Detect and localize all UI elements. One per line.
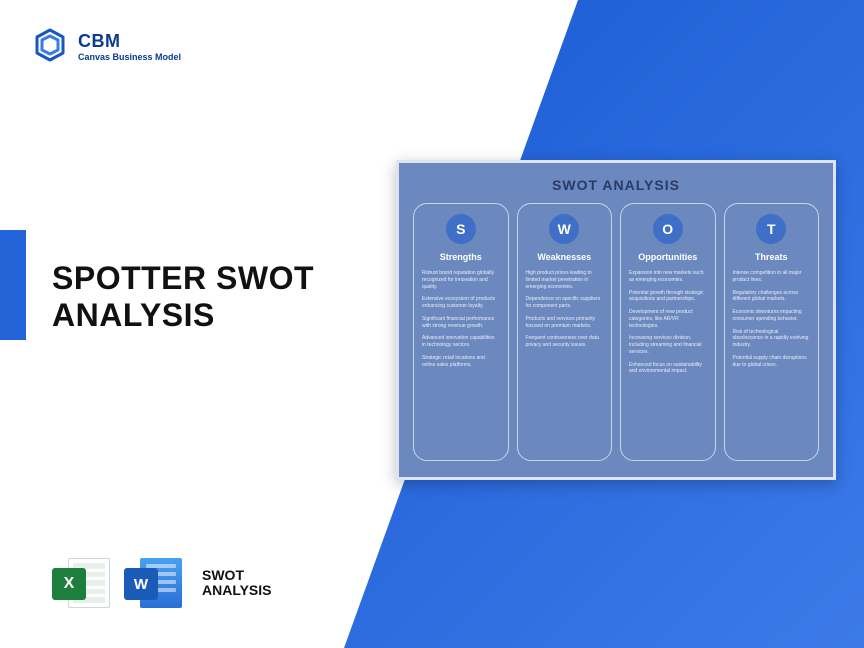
swot-item: Frequent controversies over data privacy… [526,335,604,349]
swot-heading-opportunities: Opportunities [638,252,697,262]
excel-icon: X [52,554,110,612]
cbm-logo-icon [32,28,68,64]
swot-item: Development of new product categories, l… [629,309,707,329]
swot-item: High product prices leading to limited m… [526,270,604,290]
swot-items-threats: Intense competition in all major product… [733,270,811,374]
word-icon: W [124,554,182,612]
page-title: SPOTTER SWOT ANALYSIS [52,260,314,334]
swot-item: Advanced innovation capabilities in tech… [422,335,500,349]
footer-label-line1: SWOT [202,568,272,583]
swot-heading-threats: Threats [755,252,788,262]
header: CBM Canvas Business Model [32,28,181,64]
swot-circle-o: O [653,214,683,244]
swot-item: Intense competition in all major product… [733,270,811,284]
swot-heading-weaknesses: Weaknesses [537,252,591,262]
swot-item: Increasing services division, including … [629,335,707,355]
swot-heading-strengths: Strengths [440,252,482,262]
swot-item: Dependence on specific suppliers for com… [526,296,604,310]
footer-label: SWOT ANALYSIS [202,568,272,599]
swot-circle-w: W [549,214,579,244]
swot-item: Extensive ecosystem of products enhancin… [422,296,500,310]
swot-item: Strategic retail locations and online sa… [422,355,500,369]
swot-col-opportunities: O Opportunities Expansion into new marke… [620,203,716,461]
brand-full-name: Canvas Business Model [78,52,181,62]
swot-item: Robust brand reputation globally recogni… [422,270,500,290]
swot-circle-t: T [756,214,786,244]
swot-item: Expansion into new markets such as emerg… [629,270,707,284]
swot-col-threats: T Threats Intense competition in all maj… [724,203,820,461]
accent-bar [0,230,26,340]
swot-col-strengths: S Strengths Robust brand reputation glob… [413,203,509,461]
swot-col-weaknesses: W Weaknesses High product prices leading… [517,203,613,461]
brand-acronym: CBM [78,31,181,52]
footer: X W SWOT ANALYSIS [52,554,272,612]
swot-items-opportunities: Expansion into new markets such as emerg… [629,270,707,381]
swot-items-strengths: Robust brand reputation globally recogni… [422,270,500,374]
swot-item: Enhanced focus on sustainability and env… [629,362,707,376]
swot-card-title: SWOT ANALYSIS [413,177,819,193]
title-line-2: ANALYSIS [52,297,314,334]
swot-analysis-card: SWOT ANALYSIS S Strengths Robust brand r… [396,160,836,480]
swot-item: Regulatory challenges across different g… [733,290,811,304]
title-line-1: SPOTTER SWOT [52,260,314,297]
swot-columns: S Strengths Robust brand reputation glob… [413,203,819,461]
logo-text: CBM Canvas Business Model [78,31,181,62]
excel-badge: X [52,568,86,600]
swot-items-weaknesses: High product prices leading to limited m… [526,270,604,355]
swot-item: Potential supply chain disruptions due t… [733,355,811,369]
swot-item: Potential growth through strategic acqui… [629,290,707,304]
footer-label-line2: ANALYSIS [202,583,272,598]
swot-item: Significant financial performance with s… [422,316,500,330]
swot-item: Economic downturns impacting consumer sp… [733,309,811,323]
swot-item: Risk of technological obsolescence in a … [733,329,811,349]
swot-circle-s: S [446,214,476,244]
swot-item: Products and services primarily focused … [526,316,604,330]
word-badge: W [124,568,158,600]
